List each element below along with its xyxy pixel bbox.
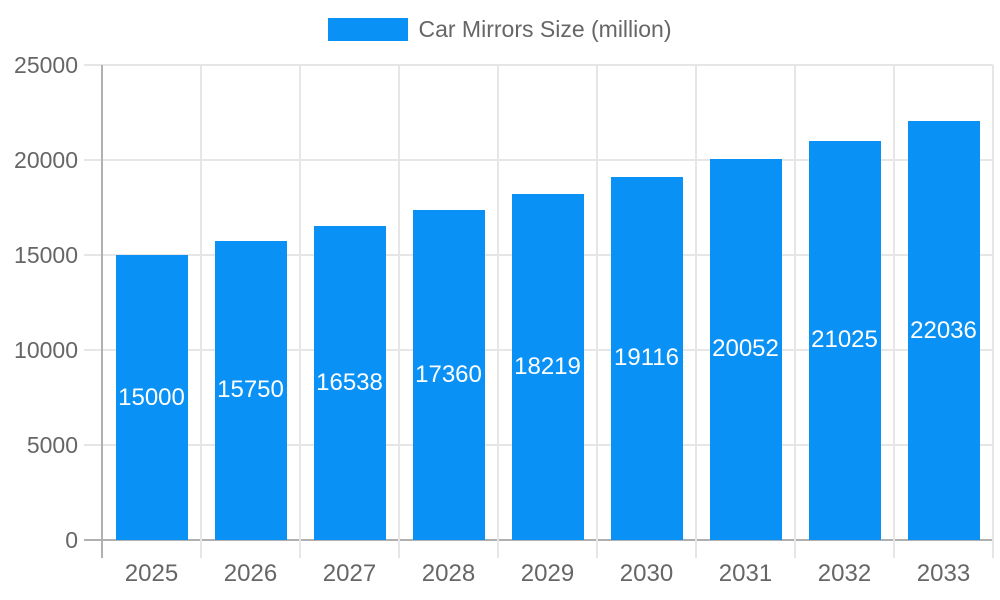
x-tick-label: 2033 bbox=[916, 560, 971, 587]
y-tick-label: 25000 bbox=[14, 52, 78, 78]
y-tick-label: 15000 bbox=[14, 242, 78, 268]
bar-2030[interactable]: 19116 bbox=[610, 176, 683, 540]
x-tick-label: 2029 bbox=[520, 560, 575, 587]
bar-2033[interactable]: 22036 bbox=[907, 121, 980, 540]
y-tick-label: 20000 bbox=[14, 147, 78, 173]
y-gridline bbox=[84, 539, 993, 541]
y-tick-label: 10000 bbox=[14, 337, 78, 363]
y-tick-label: 0 bbox=[65, 527, 78, 553]
legend-swatch bbox=[328, 17, 409, 41]
x-gridline bbox=[695, 65, 697, 558]
y-gridline bbox=[84, 159, 993, 161]
x-gridline bbox=[596, 65, 598, 558]
x-gridline bbox=[398, 65, 400, 558]
x-tick-label: 2031 bbox=[718, 560, 773, 587]
x-gridline bbox=[497, 65, 499, 558]
x-gridline bbox=[893, 65, 895, 558]
y-gridline bbox=[84, 64, 993, 66]
x-gridline bbox=[299, 65, 301, 558]
bar-value-label: 15750 bbox=[217, 376, 284, 404]
bar-value-label: 15000 bbox=[118, 383, 185, 411]
bar-value-label: 22036 bbox=[910, 316, 977, 344]
bar-value-label: 21025 bbox=[811, 326, 878, 354]
bar-2029[interactable]: 18219 bbox=[511, 193, 584, 540]
x-gridline bbox=[101, 65, 103, 558]
bar-value-label: 16538 bbox=[316, 368, 383, 396]
x-tick-label: 2025 bbox=[124, 560, 179, 587]
bar-value-label: 18219 bbox=[514, 352, 581, 380]
bar-value-label: 19116 bbox=[614, 344, 679, 372]
x-gridline bbox=[794, 65, 796, 558]
x-gridline bbox=[992, 65, 994, 558]
x-tick-label: 2027 bbox=[322, 560, 377, 587]
x-tick-label: 2032 bbox=[817, 560, 872, 587]
bar-2032[interactable]: 21025 bbox=[808, 140, 881, 540]
bar-value-label: 17360 bbox=[415, 361, 482, 389]
x-gridline bbox=[200, 65, 202, 558]
legend: Car Mirrors Size (million) bbox=[0, 16, 1000, 42]
x-tick-label: 2028 bbox=[421, 560, 476, 587]
bar-2031[interactable]: 20052 bbox=[709, 159, 782, 540]
bar-2025[interactable]: 15000 bbox=[115, 255, 188, 540]
legend-item[interactable]: Car Mirrors Size (million) bbox=[328, 16, 672, 42]
y-tick-label: 5000 bbox=[26, 432, 78, 458]
bar-2027[interactable]: 16538 bbox=[313, 225, 386, 540]
legend-label: Car Mirrors Size (million) bbox=[418, 16, 672, 42]
x-tick-label: 2030 bbox=[619, 560, 674, 587]
x-tick-label: 2026 bbox=[223, 560, 278, 587]
bar-2026[interactable]: 15750 bbox=[214, 240, 287, 540]
bar-2028[interactable]: 17360 bbox=[412, 210, 485, 540]
bar-value-label: 20052 bbox=[712, 335, 779, 363]
